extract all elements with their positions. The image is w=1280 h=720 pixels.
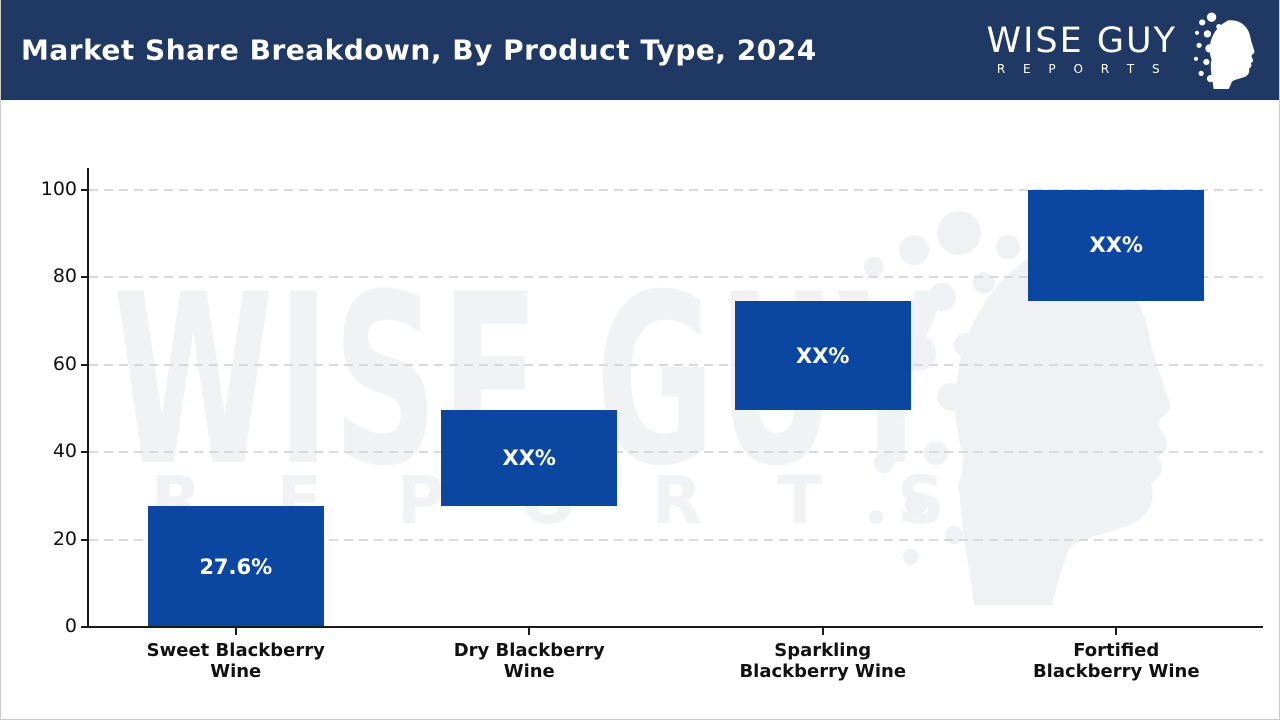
bar-segment	[1028, 190, 1205, 301]
watermark-face-icon	[864, 211, 1171, 605]
x-tick	[1115, 627, 1118, 635]
x-category-label: Sparkling Blackberry Wine	[739, 640, 907, 682]
y-tick-80	[81, 276, 89, 279]
gridline-y80	[89, 276, 1263, 279]
y-tick-label-80: 80	[52, 265, 77, 288]
x-axis-line	[87, 626, 1263, 628]
y-tick-20	[81, 538, 89, 541]
gridline-y20	[89, 538, 1263, 541]
bar-value-label: XX%	[502, 446, 556, 471]
x-category-label: Sweet Blackberry Wine	[146, 640, 325, 682]
x-tick	[528, 627, 531, 635]
y-axis-line	[87, 168, 89, 627]
header-bar: Market Share Breakdown, By Product Type,…	[1, 0, 1279, 100]
bar-value-label: 27.6%	[199, 554, 273, 579]
brand-logo-text: WISE GUY R E P O R T S	[986, 23, 1177, 77]
brand-subtitle: R E P O R T S	[996, 62, 1167, 76]
y-tick-label-60: 60	[52, 352, 77, 375]
y-tick-label-0: 0	[64, 615, 77, 637]
x-tick	[234, 627, 237, 635]
bar-segment	[441, 410, 618, 507]
bar-segment	[734, 300, 911, 411]
y-tick-0	[81, 626, 89, 628]
y-tick-40	[81, 451, 89, 454]
bar-value-label: XX%	[1089, 233, 1143, 258]
brand-logo: WISE GUY R E P O R T S	[986, 11, 1267, 89]
y-tick-label-20: 20	[52, 527, 77, 550]
bar-value-label: XX%	[796, 343, 850, 368]
gridline-y60	[89, 363, 1263, 366]
y-tick-label-40: 40	[52, 440, 77, 463]
brand-name: WISE GUY	[986, 21, 1177, 61]
y-tick-100	[81, 189, 89, 191]
gridline-y40	[89, 451, 1263, 454]
brand-face-icon	[1193, 12, 1255, 89]
x-category-label: Dry Blackberry Wine	[453, 640, 605, 682]
y-tick-60	[81, 363, 89, 366]
gridline-y100	[89, 189, 1263, 191]
bar-segment	[147, 506, 324, 627]
x-category-label: Fortified Blackberry Wine	[1032, 640, 1200, 682]
y-tick-label-100: 100	[40, 178, 77, 200]
page-title: Market Share Breakdown, By Product Type,…	[21, 33, 817, 67]
x-tick	[821, 627, 824, 635]
